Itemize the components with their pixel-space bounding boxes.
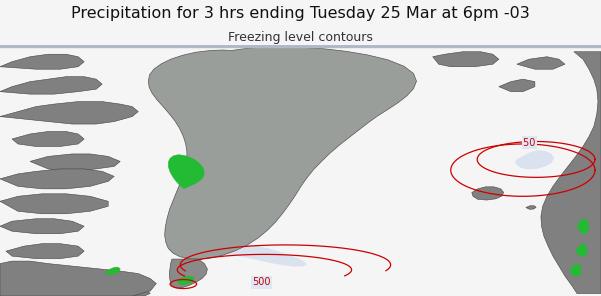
Text: Precipitation for 3 hrs ending Tuesday 25 Mar at 6pm -03: Precipitation for 3 hrs ending Tuesday 2… xyxy=(71,6,530,21)
Polygon shape xyxy=(168,155,204,189)
Polygon shape xyxy=(177,276,194,285)
Polygon shape xyxy=(433,52,499,67)
Polygon shape xyxy=(541,52,601,294)
Polygon shape xyxy=(570,264,581,276)
Polygon shape xyxy=(0,77,102,94)
Polygon shape xyxy=(577,219,589,234)
Text: 500: 500 xyxy=(252,277,270,287)
Polygon shape xyxy=(0,261,156,296)
Polygon shape xyxy=(0,268,72,284)
Polygon shape xyxy=(148,47,416,259)
Polygon shape xyxy=(108,286,150,296)
Polygon shape xyxy=(12,131,84,147)
FancyBboxPatch shape xyxy=(0,45,601,47)
Polygon shape xyxy=(526,206,536,209)
Polygon shape xyxy=(6,244,84,259)
Polygon shape xyxy=(105,267,120,275)
Polygon shape xyxy=(472,187,504,200)
Polygon shape xyxy=(0,54,84,69)
Text: 50⁠: 50⁠ xyxy=(523,138,535,148)
Polygon shape xyxy=(169,259,207,288)
Polygon shape xyxy=(210,242,307,267)
Polygon shape xyxy=(516,150,554,169)
Polygon shape xyxy=(0,169,114,189)
Polygon shape xyxy=(517,57,565,69)
Polygon shape xyxy=(499,79,535,92)
Polygon shape xyxy=(0,219,84,234)
Polygon shape xyxy=(0,102,138,124)
Polygon shape xyxy=(576,244,587,256)
Text: Freezing level contours: Freezing level contours xyxy=(228,31,373,44)
Polygon shape xyxy=(183,227,231,241)
Polygon shape xyxy=(30,154,120,171)
Polygon shape xyxy=(42,289,90,296)
Polygon shape xyxy=(0,194,108,214)
